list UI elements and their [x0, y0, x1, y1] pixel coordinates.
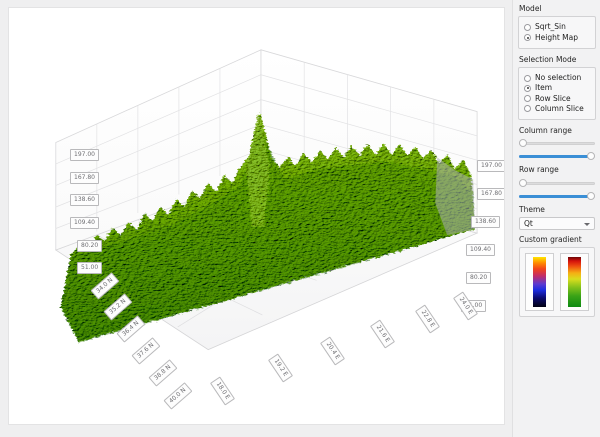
rainbow-gradient-icon: [533, 257, 546, 307]
radio-label: Column Slice: [535, 103, 584, 113]
row-range-label: Row range: [519, 165, 559, 175]
radio-selection-row-slice[interactable]: Row Slice: [524, 93, 591, 103]
graph-pane: 197.00 167.80 138.60 109.40 80.20 51.00 …: [8, 7, 505, 425]
slider-track: [519, 142, 595, 146]
chevron-down-icon: [584, 222, 590, 226]
radio-label: Row Slice: [535, 93, 571, 103]
row-range-max-slider[interactable]: [519, 191, 595, 202]
terrain-surface: [60, 112, 476, 343]
value-tick-left-1: 167.80: [70, 172, 99, 184]
theme-label: Theme: [519, 204, 545, 214]
slider-handle[interactable]: [519, 178, 527, 187]
value-tick-right-1: 167.80: [477, 188, 504, 200]
radio-indicator: [524, 34, 531, 42]
terrain-shadow: [435, 157, 476, 236]
radio-indicator: [524, 95, 531, 103]
left-wall: [55, 49, 262, 251]
control-panel: Model Sqrt_Sin Height Map Selection Mode…: [512, 0, 600, 437]
column-range-label: Column range: [519, 126, 572, 135]
model-group: Sqrt_Sin Height Map: [518, 16, 596, 49]
surface-graph-canvas[interactable]: 197.00 167.80 138.60 109.40 80.20 51.00 …: [8, 7, 505, 425]
radio-indicator: [524, 23, 531, 31]
value-tick-right-0: 197.00: [477, 160, 504, 172]
radio-label: No selection: [535, 73, 582, 82]
value-tick-right-2: 138.60: [471, 216, 500, 228]
surface-graph-scene: [54, 49, 479, 351]
slider-track: [519, 181, 595, 185]
column-range-min-slider[interactable]: [519, 138, 595, 149]
gradient-swatch-rainbow[interactable]: [525, 253, 554, 311]
radio-selection-no-selection[interactable]: No selection: [524, 73, 591, 82]
radio-selection-item[interactable]: Item: [524, 83, 591, 93]
model-section-label: Model: [519, 4, 542, 13]
value-tick-left-2: 138.60: [70, 194, 99, 206]
value-tick-left-5: 51.00: [77, 262, 103, 274]
slider-handle[interactable]: [587, 191, 595, 200]
radio-indicator: [524, 74, 531, 82]
value-tick-right-3: 109.40: [466, 244, 495, 256]
column-range-max-slider[interactable]: [519, 151, 595, 162]
slider-handle[interactable]: [587, 152, 595, 161]
gradient-swatch-heat[interactable]: [560, 253, 589, 311]
custom-gradient-group: [519, 247, 595, 317]
row-range-min-slider[interactable]: [519, 178, 595, 189]
radio-indicator: [524, 105, 531, 113]
selection-mode-section-label: Selection Mode: [519, 54, 577, 64]
radio-selection-column-slice[interactable]: Column Slice: [524, 103, 591, 113]
radio-label: Item: [535, 83, 553, 93]
slider-handle[interactable]: [519, 139, 527, 148]
radio-model-height-map[interactable]: Height Map: [524, 32, 591, 42]
slider-fill: [519, 194, 589, 198]
heat-gradient-icon: [568, 257, 581, 307]
value-tick-left-4: 80.20: [77, 240, 103, 252]
radio-label: Sqrt_Sin: [535, 22, 566, 32]
value-tick-left-3: 109.40: [70, 217, 99, 229]
selection-mode-group: No selection Item Row Slice Column Slice: [518, 67, 596, 120]
radio-label: Height Map: [535, 32, 579, 42]
radio-indicator: [524, 84, 531, 92]
custom-gradient-label: Custom gradient: [519, 234, 582, 244]
value-tick-left-0: 197.00: [70, 149, 99, 161]
theme-combobox[interactable]: Qt: [519, 216, 595, 230]
value-tick-right-4: 80.20: [466, 272, 492, 284]
theme-selected-value: Qt: [524, 218, 533, 228]
slider-fill: [519, 155, 589, 159]
radio-model-sqrt-sin[interactable]: Sqrt_Sin: [524, 22, 591, 32]
